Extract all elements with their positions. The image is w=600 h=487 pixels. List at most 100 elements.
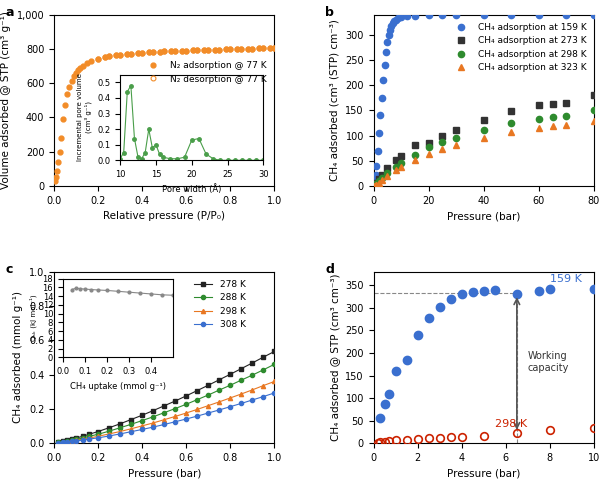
CH₄ adsorption at 298 K xyxy=(425,144,432,150)
CH₄ adsorption at 298 K xyxy=(535,116,542,122)
298 K xyxy=(68,438,75,444)
298 K xyxy=(436,435,443,441)
Y-axis label: CH₄ adsorbed @ STP (cm³ cm⁻³): CH₄ adsorbed @ STP (cm³ cm⁻³) xyxy=(329,274,340,441)
Line: N₂ adsorption @ 77 K: N₂ adsorption @ 77 K xyxy=(53,45,277,183)
308 K xyxy=(249,397,256,403)
CH₄ adsorption at 159 K xyxy=(395,15,402,21)
CH₄ adsorption at 323 K xyxy=(508,129,515,134)
308 K xyxy=(86,436,93,442)
CH₄ adsorption at 323 K xyxy=(563,122,570,128)
Line: CH₄ adsorption at 323 K: CH₄ adsorption at 323 K xyxy=(371,118,597,188)
N₂ desorption @ 77 K xyxy=(149,49,157,55)
278 K xyxy=(139,412,146,418)
N₂ desorption @ 77 K xyxy=(116,52,124,57)
Y-axis label: Volume adsorbed @ STP (cm³ g⁻¹): Volume adsorbed @ STP (cm³ g⁻¹) xyxy=(1,11,11,189)
159 K xyxy=(377,415,384,421)
CH₄ adsorption at 323 K xyxy=(412,157,419,163)
Legend: 278 K, 288 K, 298 K, 308 K: 278 K, 288 K, 298 K, 308 K xyxy=(191,276,249,333)
N₂ desorption @ 77 K xyxy=(161,49,168,55)
288 K xyxy=(55,440,62,446)
298 K xyxy=(149,420,157,426)
CH₄ adsorption at 273 K xyxy=(371,182,378,188)
N₂ desorption @ 77 K xyxy=(194,47,201,53)
308 K xyxy=(161,422,168,428)
N₂ desorption @ 77 K xyxy=(256,45,263,51)
N₂ desorption @ 77 K xyxy=(233,46,241,52)
298 K xyxy=(79,436,86,442)
159 K xyxy=(547,286,554,292)
CH₄ adsorption at 159 K xyxy=(425,12,432,18)
298 K xyxy=(414,436,421,442)
N₂ desorption @ 77 K xyxy=(260,45,267,51)
N₂ desorption @ 77 K xyxy=(223,46,230,52)
N₂ desorption @ 77 K xyxy=(106,54,113,59)
CH₄ adsorption at 159 K xyxy=(508,12,515,18)
N₂ desorption @ 77 K xyxy=(145,49,152,55)
CH₄ adsorption at 159 K xyxy=(439,12,446,18)
278 K xyxy=(68,436,75,442)
308 K xyxy=(128,429,135,434)
CH₄ adsorption at 159 K xyxy=(376,130,383,136)
Line: 298 K: 298 K xyxy=(374,424,598,447)
288 K xyxy=(79,435,86,441)
Text: d: d xyxy=(325,263,334,276)
308 K xyxy=(172,419,179,425)
X-axis label: Pressure (bar): Pressure (bar) xyxy=(447,211,520,221)
CH₄ adsorption at 273 K xyxy=(371,182,379,187)
N₂ adsorption @ 77 K xyxy=(79,63,86,69)
N₂ desorption @ 77 K xyxy=(238,46,245,52)
N₂ desorption @ 77 K xyxy=(134,50,142,56)
278 K xyxy=(86,431,93,437)
308 K xyxy=(227,404,234,410)
159 K xyxy=(513,291,520,297)
CH₄ adsorption at 323 K xyxy=(376,180,383,186)
298 K xyxy=(385,438,392,444)
N₂ adsorption @ 77 K xyxy=(178,48,185,54)
N₂ desorption @ 77 K xyxy=(172,48,179,54)
Line: N₂ desorption @ 77 K: N₂ desorption @ 77 K xyxy=(95,45,277,62)
159 K xyxy=(385,391,392,396)
N₂ desorption @ 77 K xyxy=(227,46,234,52)
Text: Working
capacity: Working capacity xyxy=(528,351,569,373)
CH₄ adsorption at 298 K xyxy=(378,175,385,181)
298 K xyxy=(64,439,71,445)
Line: CH₄ adsorption at 298 K: CH₄ adsorption at 298 K xyxy=(371,107,597,188)
CH₄ adsorption at 323 K xyxy=(371,183,378,188)
308 K xyxy=(149,424,157,430)
278 K xyxy=(64,437,71,443)
159 K xyxy=(436,304,443,310)
CH₄ adsorption at 159 K xyxy=(380,77,387,83)
CH₄ adsorption at 273 K xyxy=(398,153,405,159)
298 K xyxy=(513,430,520,436)
CH₄ adsorption at 298 K xyxy=(371,183,378,188)
288 K xyxy=(73,436,80,442)
298 K xyxy=(106,431,113,437)
N₂ adsorption @ 77 K xyxy=(52,178,59,184)
308 K xyxy=(139,427,146,432)
298 K xyxy=(128,426,135,431)
CH₄ adsorption at 159 K xyxy=(389,20,397,26)
Text: 298 K: 298 K xyxy=(495,419,527,430)
288 K xyxy=(64,438,71,444)
308 K xyxy=(116,431,124,437)
298 K xyxy=(271,378,278,384)
288 K xyxy=(271,361,278,367)
CH₄ adsorption at 159 K xyxy=(392,17,399,22)
CH₄ adsorption at 273 K xyxy=(439,132,446,138)
159 K xyxy=(403,357,410,363)
298 K xyxy=(238,391,245,397)
CH₄ adsorption at 323 K xyxy=(392,167,399,173)
278 K xyxy=(227,371,234,377)
CH₄ adsorption at 159 K xyxy=(452,12,460,18)
CH₄ adsorption at 298 K xyxy=(439,139,446,145)
CH₄ adsorption at 323 K xyxy=(384,173,391,179)
N₂ adsorption @ 77 K xyxy=(70,74,77,79)
288 K xyxy=(260,367,267,373)
Line: 298 K: 298 K xyxy=(56,379,277,445)
278 K xyxy=(249,360,256,366)
298 K xyxy=(216,399,223,405)
298 K xyxy=(249,387,256,393)
278 K xyxy=(205,382,212,388)
CH₄ adsorption at 273 K xyxy=(549,101,556,107)
308 K xyxy=(205,410,212,416)
